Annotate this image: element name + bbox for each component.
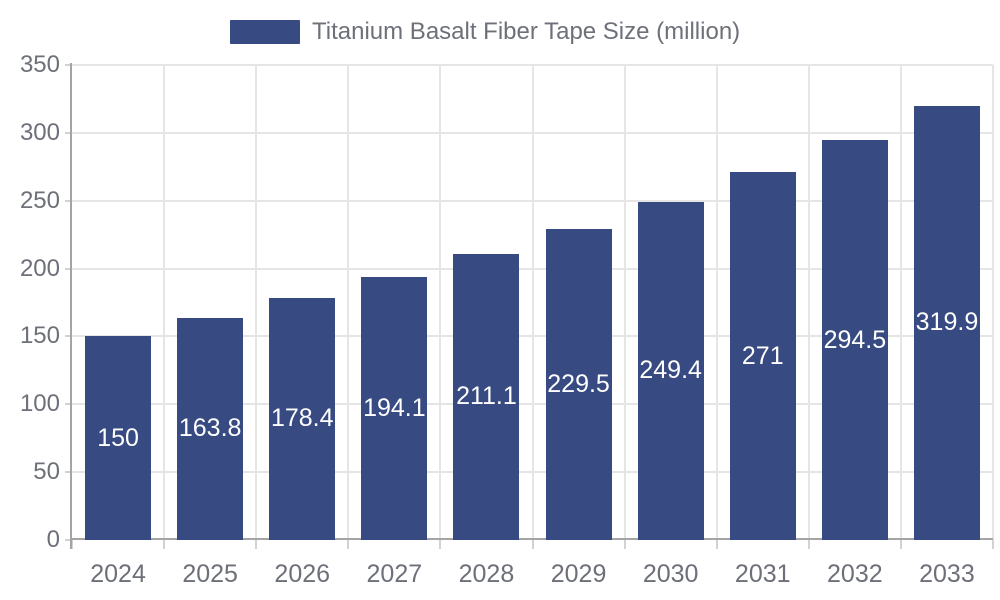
v-gridline	[347, 65, 350, 540]
x-tick	[255, 540, 258, 549]
bar[interactable]: 150	[85, 336, 152, 540]
x-tick	[163, 540, 166, 549]
bar-value-label: 178.4	[270, 404, 334, 433]
x-tick	[992, 540, 994, 549]
y-tick-label: 350	[19, 51, 60, 78]
bar-value-label: 271	[741, 341, 784, 370]
x-tick	[807, 540, 810, 549]
y-tick-label: 150	[19, 322, 60, 350]
x-tick	[531, 540, 534, 549]
x-tick-label: 2031	[734, 560, 791, 588]
x-tick-label: 2028	[458, 560, 515, 588]
v-gridline	[163, 65, 166, 540]
x-axis-line	[72, 538, 993, 540]
x-tick-label: 2030	[642, 560, 699, 588]
y-tick-label: 250	[19, 186, 60, 214]
y-tick	[65, 64, 72, 66]
bar[interactable]: 249.4	[637, 201, 704, 540]
legend-label[interactable]: Titanium Basalt Fiber Tape Size (million…	[312, 18, 741, 45]
v-gridline	[992, 65, 994, 540]
bar[interactable]: 163.8	[177, 317, 244, 540]
x-tick-label: 2026	[274, 560, 331, 588]
x-tick-label: 2033	[919, 560, 975, 588]
legend-swatch[interactable]	[230, 20, 300, 44]
x-tick	[71, 540, 73, 549]
legend[interactable]: Titanium Basalt Fiber Tape Size (million…	[230, 19, 740, 45]
v-gridline	[623, 65, 626, 540]
v-gridline	[715, 65, 718, 540]
x-tick	[347, 540, 350, 549]
x-tick-label: 2029	[550, 560, 607, 588]
bar[interactable]: 178.4	[269, 297, 336, 540]
bar-value-label: 163.8	[178, 414, 242, 443]
x-tick-label: 2027	[366, 560, 423, 588]
y-tick-label: 200	[19, 254, 60, 282]
x-tick-label: 2032	[827, 560, 883, 588]
y-tick	[65, 403, 72, 406]
bar[interactable]: 211.1	[453, 253, 520, 540]
v-gridline	[531, 65, 534, 540]
v-gridline	[807, 65, 810, 540]
y-tick-label: 100	[19, 390, 60, 418]
bar-value-label: 229.5	[547, 369, 610, 398]
y-tick-label: 50	[33, 458, 60, 486]
y-tick	[65, 539, 72, 541]
x-tick	[439, 540, 442, 549]
x-tick	[899, 540, 902, 549]
bar[interactable]: 194.1	[361, 276, 428, 540]
y-tick	[65, 335, 72, 338]
y-tick	[65, 267, 72, 270]
x-tick	[715, 540, 718, 549]
bar[interactable]: 294.5	[821, 140, 888, 540]
y-tick-label: 0	[46, 526, 60, 553]
x-tick-label: 2025	[182, 560, 238, 588]
bar[interactable]: 319.9	[913, 105, 980, 540]
bar-value-label: 194.1	[363, 393, 426, 422]
x-tick	[623, 540, 626, 549]
y-tick	[65, 471, 72, 474]
v-gridline	[439, 65, 442, 540]
v-gridline	[899, 65, 902, 540]
x-tick-label: 2024	[90, 560, 146, 588]
bar[interactable]: 271	[729, 172, 796, 540]
bar-value-label: 211.1	[456, 382, 517, 411]
y-axis-line	[70, 63, 72, 549]
y-tick	[65, 131, 72, 134]
v-gridline	[255, 65, 258, 540]
y-tick-label: 300	[19, 118, 60, 146]
bar-value-label: 294.5	[823, 325, 887, 354]
bar-value-label: 249.4	[639, 356, 702, 385]
bar-value-label: 150	[97, 423, 139, 452]
y-tick	[65, 199, 72, 202]
bar[interactable]: 229.5	[545, 228, 612, 540]
bar-value-label: 319.9	[915, 308, 979, 337]
